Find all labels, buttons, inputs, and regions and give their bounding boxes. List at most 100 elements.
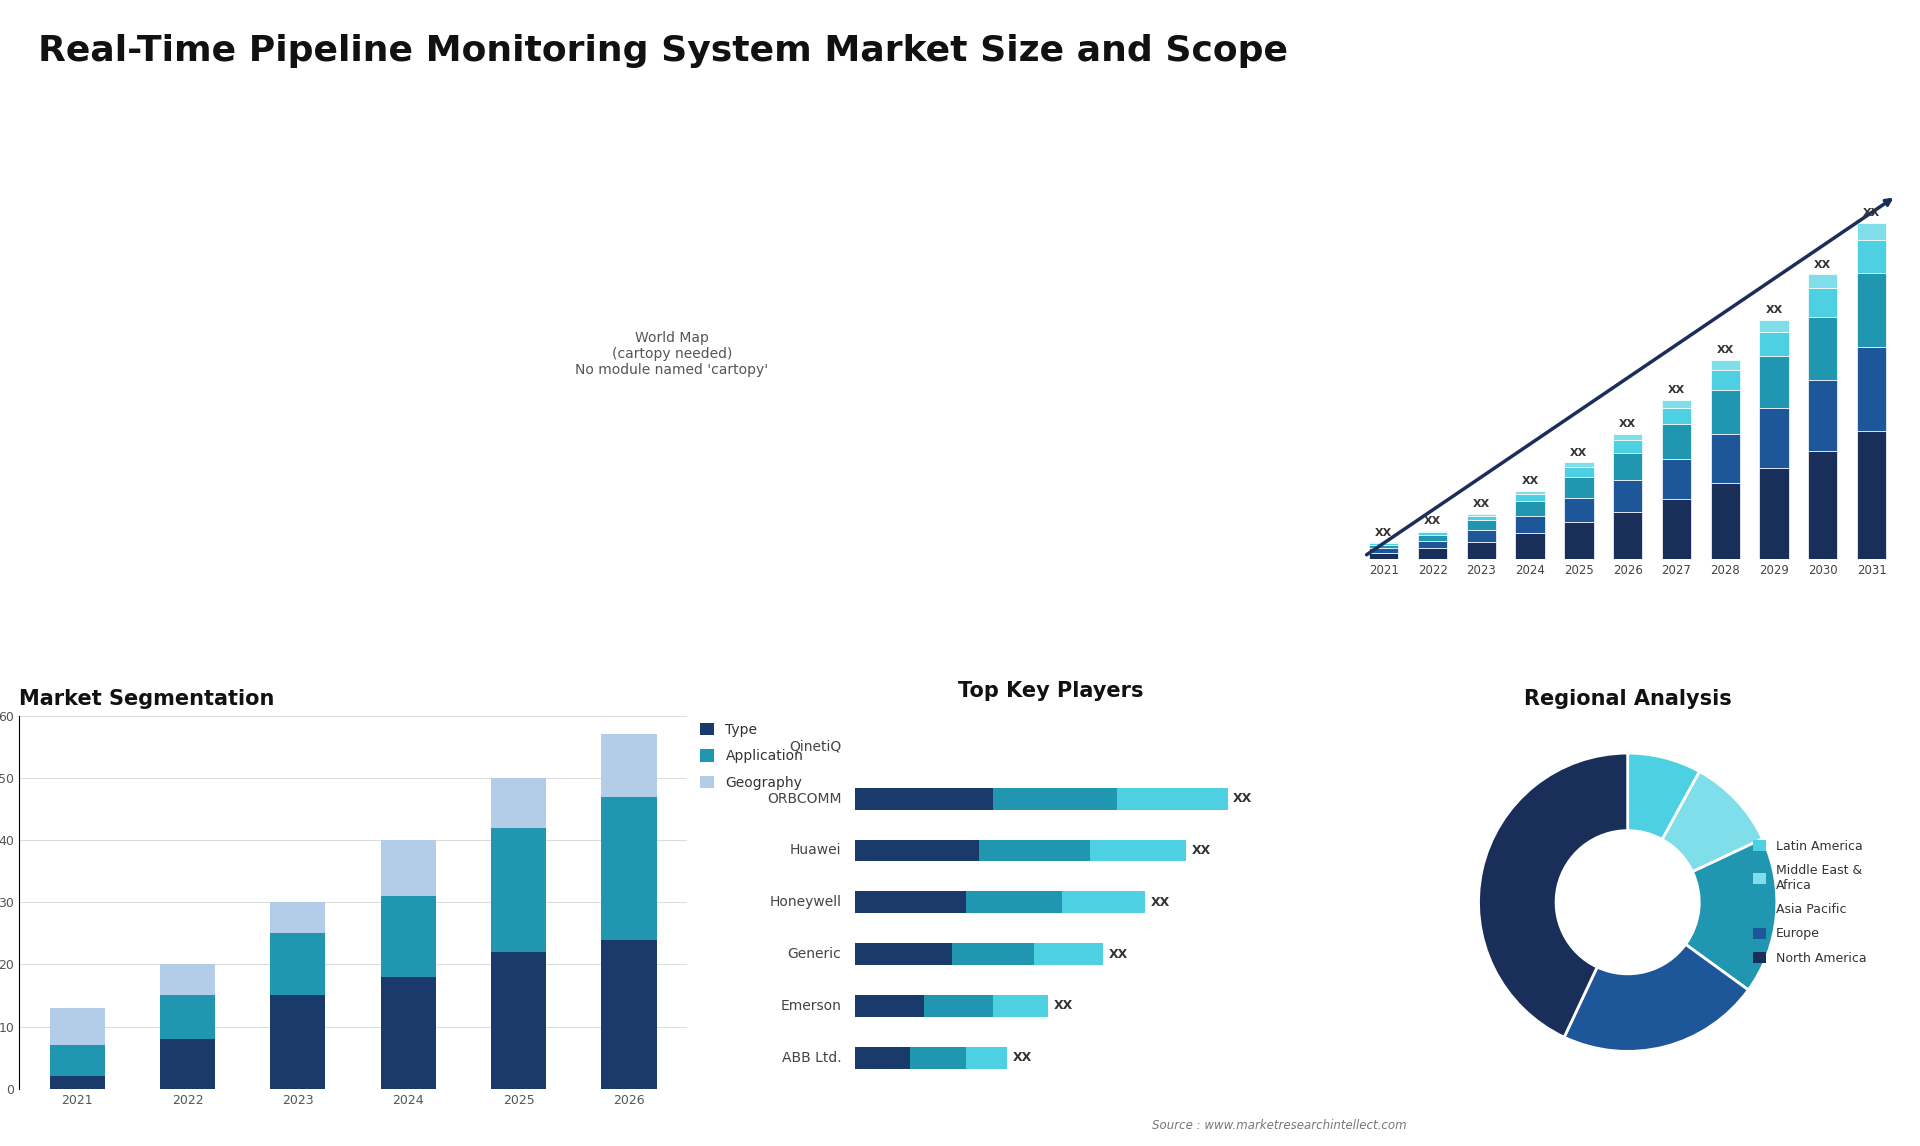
Bar [854,787,993,809]
Wedge shape [1565,944,1749,1051]
Text: XX: XX [1764,305,1782,315]
Bar [1759,469,1789,559]
Bar [1369,552,1398,559]
Bar [1759,408,1789,469]
Bar [1613,480,1642,511]
Bar [1419,535,1448,541]
Legend: Latin America, Middle East &
Africa, Asia Pacific, Europe, North America: Latin America, Middle East & Africa, Asi… [1753,840,1866,965]
Bar [1419,532,1448,535]
Bar [1759,320,1789,332]
Text: Huawei: Huawei [789,843,841,857]
Bar [1613,434,1642,440]
Bar [601,940,657,1089]
Bar [1711,360,1740,370]
Bar [1091,840,1187,862]
Bar [1467,542,1496,559]
Bar [1711,390,1740,433]
Text: Honeywell: Honeywell [770,895,841,909]
Bar [1467,531,1496,542]
Bar [601,735,657,796]
Bar [1613,440,1642,453]
Bar [1809,289,1837,317]
Bar [1565,499,1594,523]
Bar [1419,541,1448,548]
Bar [1759,332,1789,355]
Bar [1613,453,1642,480]
Bar [1565,468,1594,477]
Bar [1809,274,1837,289]
Bar [1663,400,1692,408]
Text: XX: XX [1473,499,1490,509]
Bar [1613,511,1642,559]
Bar [1467,516,1496,520]
Text: Market Segmentation: Market Segmentation [19,689,275,708]
Bar [854,840,979,862]
Bar [1515,501,1546,516]
Bar [1857,223,1885,240]
Bar [159,1039,215,1089]
Bar [1857,240,1885,274]
Bar [1419,548,1448,559]
Bar [492,952,545,1089]
Text: ABB Ltd.: ABB Ltd. [781,1051,841,1065]
Text: XX: XX [1150,896,1169,909]
Bar [1711,433,1740,484]
Text: XX: XX [1425,516,1442,526]
Bar [1663,408,1692,424]
Bar [1419,531,1448,532]
Bar [1809,379,1837,450]
Text: Source : www.marketresearchintellect.com: Source : www.marketresearchintellect.com [1152,1120,1407,1132]
Bar [979,840,1091,862]
Text: Real-Time Pipeline Monitoring System Market Size and Scope: Real-Time Pipeline Monitoring System Mar… [38,34,1288,69]
Bar [1857,431,1885,559]
Text: MARKET: MARKET [1743,47,1791,56]
Bar [159,996,215,1039]
Bar [1663,424,1692,458]
Text: Generic: Generic [787,947,841,961]
Bar [1759,355,1789,408]
Text: RESEARCH: RESEARCH [1743,77,1805,86]
Bar [924,995,993,1017]
Bar [50,1045,106,1076]
Text: XX: XX [1521,477,1538,486]
Bar [1035,943,1104,965]
Bar [1515,516,1546,533]
Text: QinetiQ: QinetiQ [789,740,841,754]
Bar [993,787,1117,809]
Bar [1369,544,1398,549]
Text: XX: XX [1862,209,1880,219]
Bar [1467,513,1496,516]
Bar [952,943,1035,965]
Text: XX: XX [1054,999,1073,1012]
Bar [50,1076,106,1089]
Bar [1663,458,1692,499]
Bar [1663,499,1692,559]
Bar [1809,450,1837,559]
Bar [1565,462,1594,468]
Text: XX: XX [1233,792,1252,806]
Text: XX: XX [1619,419,1636,430]
Bar [1565,477,1594,499]
Wedge shape [1663,771,1763,872]
Bar [159,965,215,996]
Bar [854,1046,910,1068]
Bar [966,1046,1006,1068]
Bar [1857,274,1885,347]
Bar [1809,317,1837,379]
Bar [854,892,966,913]
Bar [854,995,924,1017]
Bar [1515,490,1546,494]
Bar [271,902,326,933]
Polygon shape [1620,34,1722,128]
Text: Emerson: Emerson [781,999,841,1013]
Bar [910,1046,966,1068]
Bar [1062,892,1144,913]
Bar [492,778,545,827]
Title: Top Key Players: Top Key Players [958,681,1144,701]
Bar [1711,370,1740,390]
Bar [1857,347,1885,431]
Circle shape [1555,831,1699,974]
Bar [1369,549,1398,552]
Text: XX: XX [1375,527,1392,537]
Bar [380,896,436,976]
